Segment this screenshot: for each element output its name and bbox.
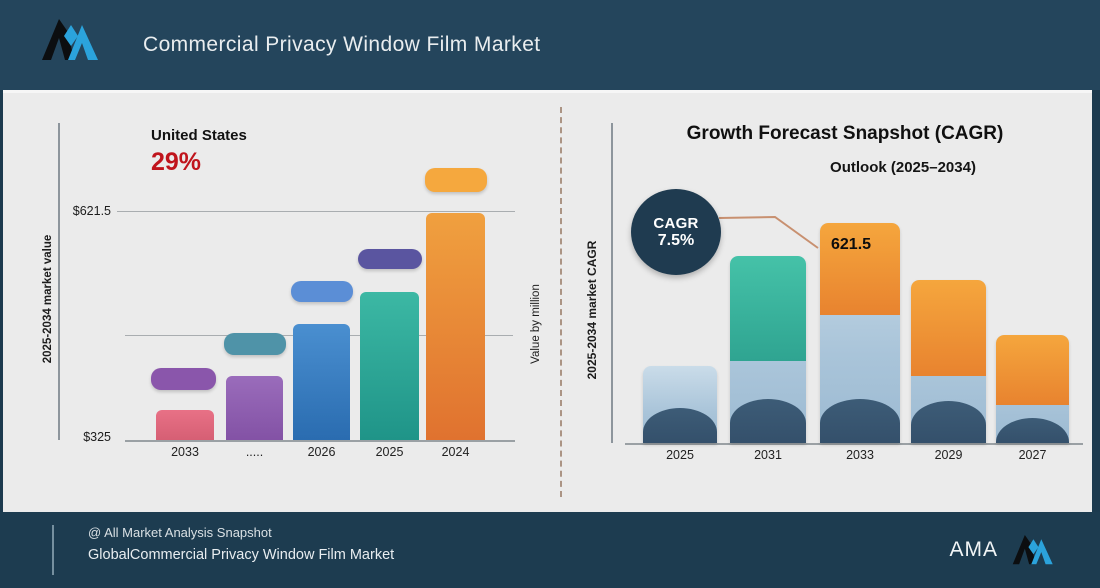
x-tick-2026: 2026 — [307, 445, 336, 459]
right-chart-subtitle: Outlook (2025–2034) — [830, 159, 976, 176]
bar-2033 — [156, 410, 214, 440]
bar-top-segment-2033 — [820, 223, 900, 315]
x-tick-2027: 2027 — [1018, 448, 1047, 462]
x-tick-2025: 2025 — [375, 445, 404, 459]
left-chart-heading: United States — [151, 127, 247, 144]
x-tick-2031: 2031 — [754, 448, 782, 462]
panel-divider — [560, 107, 562, 497]
cagr-connector-line — [718, 215, 819, 249]
stacked-bar-2027 — [996, 335, 1069, 443]
bar-base-dome-2027 — [996, 418, 1069, 443]
bar-base-dome-2025 — [643, 408, 717, 443]
footer-report-title: GlobalCommercial Privacy Window Film Mar… — [88, 547, 395, 563]
cagr-badge-label: CAGR — [653, 214, 699, 232]
x-tick-2033: 2033 — [846, 448, 874, 462]
left-x-axis — [125, 440, 515, 442]
bar-2024 — [426, 213, 485, 440]
bar-..... — [226, 376, 283, 440]
bar-2025 — [360, 292, 419, 440]
bar-cap-..... — [224, 333, 286, 355]
bar-2026 — [293, 324, 350, 440]
footer-snapshot-credit: @ All Market Analysis Snapshot — [88, 525, 272, 540]
bar-base-dome-2031 — [730, 399, 806, 443]
page-title: Commercial Privacy Window Film Market — [143, 33, 541, 56]
right-chart-title: Growth Forecast Snapshot (CAGR) — [686, 123, 1004, 144]
stacked-bar-2033 — [820, 223, 900, 443]
right-x-axis — [625, 443, 1083, 445]
ama-logo-icon — [42, 19, 98, 60]
header: Commercial Privacy Window Film Market — [0, 0, 1100, 90]
bar-top-segment-2027 — [996, 335, 1069, 405]
bar-cap-2025 — [358, 249, 422, 269]
right-y-axis — [611, 123, 613, 443]
bar-data-label-2033: 621.5 — [831, 236, 872, 253]
bar-cap-2033 — [151, 368, 216, 390]
bar-cap-2024 — [425, 168, 487, 192]
left-bar-chart: 2033..... 2026 2025 2024 — [3, 93, 1092, 512]
footer-divider-line — [52, 525, 54, 575]
y-tick-bottom: $325 — [83, 430, 111, 444]
x-tick-2029: 2029 — [934, 448, 963, 462]
footer: @ All Market Analysis Snapshot GlobalCom… — [0, 512, 1100, 588]
cagr-badge: CAGR 7.5% — [631, 189, 721, 275]
x-tick-2025: 2025 — [666, 448, 694, 462]
bar-base-dome-2033 — [820, 399, 900, 443]
cagr-badge-value: 7.5% — [657, 231, 695, 249]
bar-top-segment-2031 — [730, 256, 806, 361]
gridline-top — [117, 211, 515, 212]
y-tick-top: $621.5 — [72, 204, 111, 218]
bar-cap-2026 — [291, 281, 353, 302]
x-tick-.....: ..... — [245, 445, 264, 459]
stacked-bar-2025 — [643, 366, 717, 443]
stacked-bar-2029 — [911, 280, 986, 443]
footer-text-block: @ All Market Analysis Snapshot GlobalCom… — [88, 525, 394, 563]
left-chart-highlight-value: 29% — [151, 148, 202, 176]
stacked-bar-2031 — [730, 256, 806, 443]
footer-brand-text: AMA — [949, 538, 998, 561]
ama-logo-footer-icon — [1012, 535, 1053, 565]
content-area: United States 29% $621.5 $325 2025-2034 … — [3, 90, 1092, 512]
x-tick-2024: 2024 — [441, 445, 470, 459]
left-y-axis — [58, 123, 60, 440]
bar-top-segment-2029 — [911, 280, 986, 376]
x-tick-2033: 2033 — [171, 445, 199, 459]
bar-base-dome-2029 — [911, 401, 986, 443]
right-bar-chart: 2025 2031 2033 2029 2027 — [3, 93, 1092, 512]
footer-brand: AMA — [949, 512, 1056, 588]
